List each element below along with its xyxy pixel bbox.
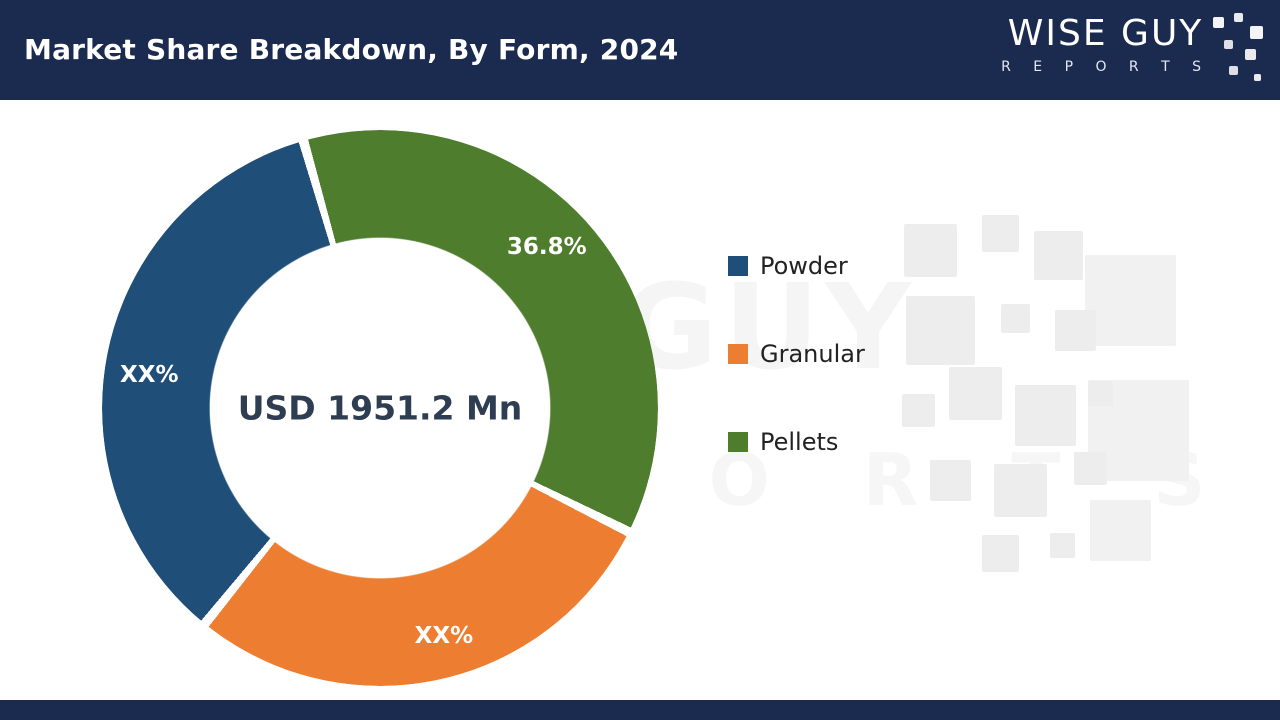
legend-item-pellets: Pellets [728,428,865,456]
brand-logo-name: WISE GUY [1007,13,1204,54]
segment-label-powder: XX% [119,361,179,388]
legend-swatch-pellets [728,432,748,452]
legend-swatch-granular [728,344,748,364]
page-title: Market Share Breakdown, By Form, 2024 [24,33,679,66]
header-bar: Market Share Breakdown, By Form, 2024 [0,0,1280,100]
donut-chart: USD 1951.2 Mn 36.8% XX% XX% [102,130,658,686]
chart-legend: Powder Granular Pellets [728,252,865,456]
legend-item-powder: Powder [728,252,865,280]
footer-bar [0,700,1280,720]
legend-item-granular: Granular [728,340,865,368]
brand-logo-subtitle: R E P O R T S [1001,59,1210,75]
legend-label-pellets: Pellets [760,428,839,456]
legend-swatch-powder [728,256,748,276]
legend-label-granular: Granular [760,340,865,368]
brand-logo-head-dots-icon [0,0,1,1]
segment-label-pellets: 36.8% [506,233,587,260]
brand-logo: WISE GUY R E P O R T S [1001,13,1210,75]
chart-center-value: USD 1951.2 Mn [237,388,523,428]
legend-label-powder: Powder [760,252,848,280]
donut-hole [210,238,550,578]
segment-label-granular: XX% [414,622,474,649]
